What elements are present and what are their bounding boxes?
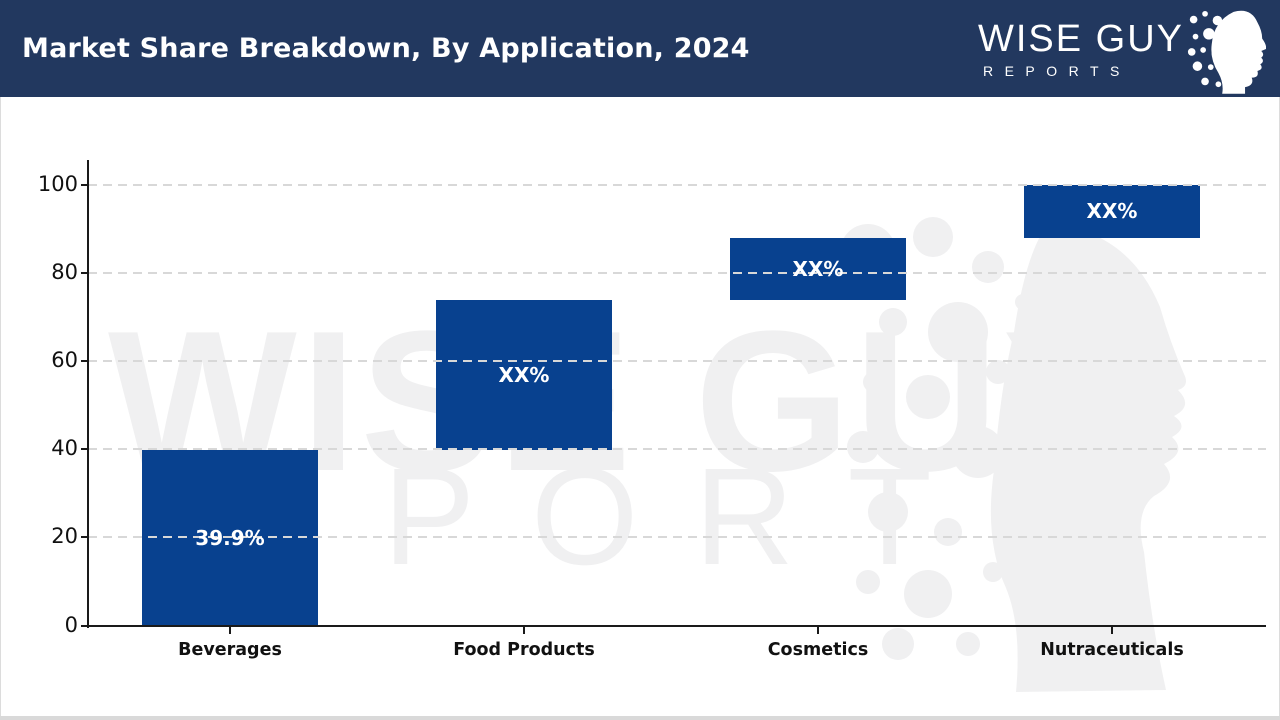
gridline-100: [88, 184, 1266, 186]
y-tick-mark-20: [81, 536, 88, 539]
logo-subtext: REPORTS: [982, 62, 1131, 79]
x-tick-mark-nutraceuticals: [1111, 626, 1113, 634]
gridline-20: [88, 536, 1266, 539]
header: Market Share Breakdown, By Application, …: [0, 0, 1280, 97]
y-axis-line: [87, 160, 89, 628]
logo-wordmark: WISE GUY: [977, 18, 1184, 61]
bar-value-label: XX%: [498, 362, 550, 387]
x-axis-line: [87, 624, 1266, 627]
watermark-head-icon: [840, 217, 1186, 692]
y-tick-mark-40: [81, 448, 88, 451]
x-tick-mark-beverages: [229, 626, 231, 634]
x-category-label-nutraceuticals: Nutraceuticals: [1040, 640, 1184, 660]
head-logo-icon: [1187, 10, 1266, 94]
left-border: [0, 97, 1, 720]
y-tick-mark-0: [81, 624, 88, 627]
y-tick-label-100: 100: [37, 172, 78, 196]
x-tick-mark-food-products: [523, 626, 525, 634]
y-tick-label-0: 0: [64, 612, 78, 637]
page-title: Market Share Breakdown, By Application, …: [22, 33, 750, 64]
y-tick-mark-80: [81, 272, 88, 275]
y-tick-mark-100: [81, 184, 88, 186]
x-category-label-food-products: Food Products: [453, 640, 595, 660]
y-tick-mark-60: [81, 360, 88, 363]
y-tick-label-80: 80: [51, 260, 78, 285]
gridline-60: [88, 360, 1266, 363]
logo-text: WISE GUY REPORTS: [977, 18, 1184, 79]
bar-cosmetics: [730, 237, 906, 300]
x-tick-mark-cosmetics: [817, 626, 819, 634]
gridline-80: [88, 272, 1266, 275]
bar-value-label: XX%: [1086, 199, 1138, 224]
bar-value-label: XX%: [792, 256, 844, 281]
y-tick-label-40: 40: [51, 436, 78, 461]
bottom-border: [0, 716, 1280, 720]
y-tick-label-20: 20: [51, 524, 78, 549]
x-category-label-beverages: Beverages: [178, 640, 282, 660]
y-tick-label-60: 60: [51, 348, 78, 373]
gridline-40: [88, 448, 1266, 451]
x-category-label-cosmetics: Cosmetics: [767, 640, 869, 660]
bar-food-products: [436, 299, 612, 450]
wise-guy-logo: WISE GUY REPORTS: [977, 7, 1266, 94]
bar-nutraceuticals: [1024, 185, 1200, 238]
bar-value-label: 39.9%: [195, 525, 265, 550]
